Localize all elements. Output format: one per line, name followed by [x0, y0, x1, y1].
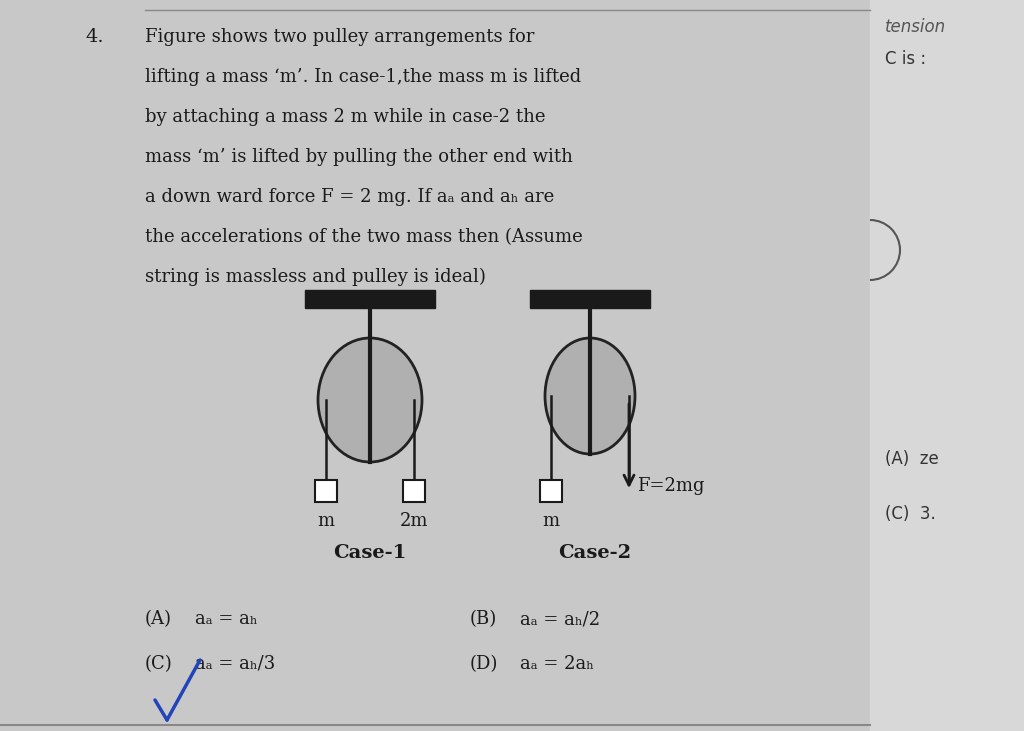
Bar [530, 290, 650, 308]
Text: mass ‘m’ is lifted by pulling the other end with: mass ‘m’ is lifted by pulling the other … [145, 148, 572, 166]
Text: the accelerations of the two mass then (Assume: the accelerations of the two mass then (… [145, 228, 583, 246]
Bar [540, 480, 562, 502]
Text: (C)  3.: (C) 3. [885, 505, 936, 523]
Text: m: m [543, 512, 559, 530]
Bar [403, 480, 425, 502]
Bar [315, 480, 337, 502]
Text: (C): (C) [145, 655, 173, 673]
Text: (A): (A) [145, 610, 172, 628]
Text: m: m [317, 512, 335, 530]
Text: (A)  ze: (A) ze [885, 450, 939, 468]
Text: tension: tension [885, 18, 946, 36]
Text: 2m: 2m [399, 512, 428, 530]
Text: lifting a mass ‘m’. In case-1,the mass m is lifted: lifting a mass ‘m’. In case-1,the mass m… [145, 68, 582, 86]
Text: Case-2: Case-2 [558, 544, 632, 562]
Text: (D): (D) [470, 655, 499, 673]
Text: Case-1: Case-1 [334, 544, 407, 562]
Bar [305, 290, 435, 308]
Text: aₐ = 2aₕ: aₐ = 2aₕ [520, 655, 594, 673]
Ellipse shape [318, 338, 422, 462]
Text: aₐ = aₕ/2: aₐ = aₕ/2 [520, 610, 600, 628]
Text: Figure shows two pulley arrangements for: Figure shows two pulley arrangements for [145, 28, 535, 46]
Text: aₐ = aₕ/3: aₐ = aₕ/3 [195, 655, 275, 673]
Bar [870, 0, 1024, 731]
Text: aₐ = aₕ: aₐ = aₕ [195, 610, 258, 628]
Text: a down ward force F = 2 mg. If aₐ and aₕ are: a down ward force F = 2 mg. If aₐ and aₕ… [145, 188, 554, 206]
Text: string is massless and pulley is ideal): string is massless and pulley is ideal) [145, 268, 485, 287]
Ellipse shape [545, 338, 635, 454]
Text: C is :: C is : [885, 50, 926, 68]
Text: 4.: 4. [85, 28, 103, 46]
Text: F=2mg: F=2mg [637, 477, 705, 495]
Text: (B): (B) [470, 610, 498, 628]
Text: by attaching a mass 2 m while in case-2 the: by attaching a mass 2 m while in case-2 … [145, 108, 546, 126]
